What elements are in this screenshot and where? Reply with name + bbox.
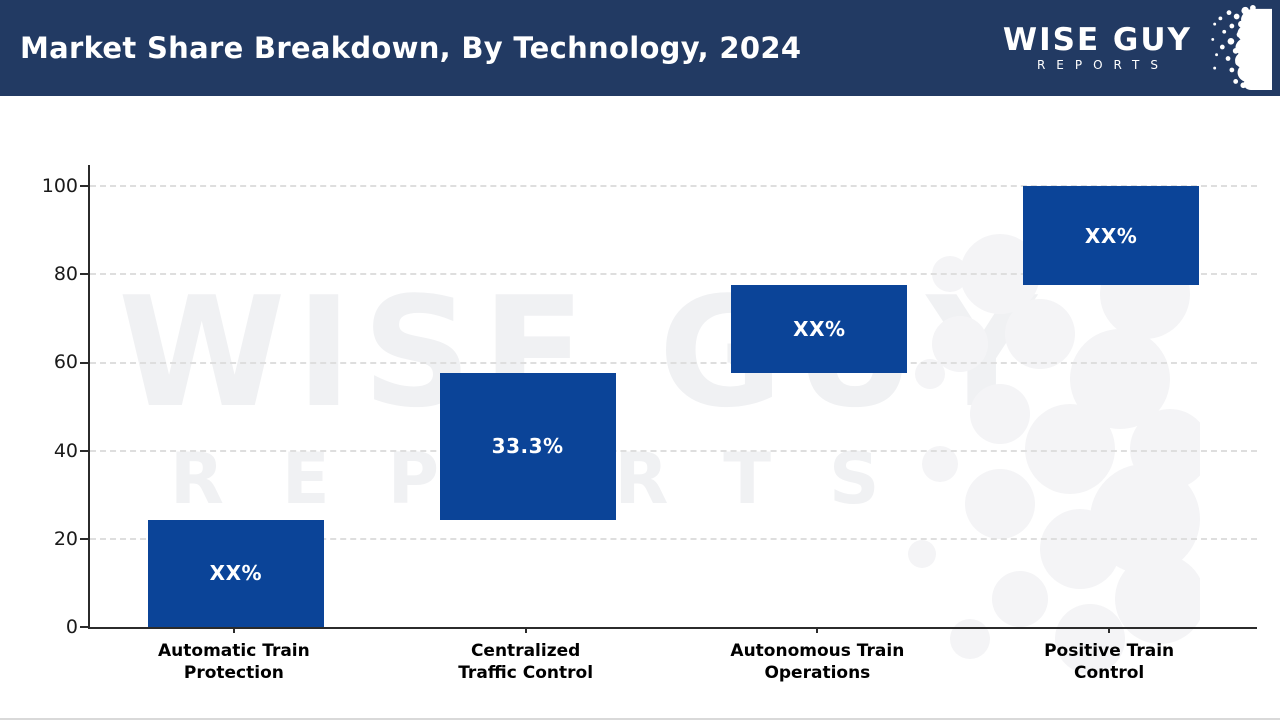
y-tick-mark: [80, 185, 88, 188]
y-tick-mark: [80, 361, 88, 364]
bar: XX%: [1023, 186, 1200, 286]
x-tick-mark: [1108, 627, 1111, 633]
y-tick-label: 20: [53, 527, 78, 550]
x-tick-mark: [816, 627, 819, 633]
bar: 33.3%: [439, 373, 616, 520]
bar: XX%: [147, 519, 324, 627]
page-title: Market Share Breakdown, By Technology, 2…: [20, 31, 802, 65]
y-gridline: [90, 273, 1257, 276]
y-tick-label: 0: [65, 616, 78, 638]
bar: XX%: [731, 285, 908, 374]
bar-value-label: XX%: [209, 561, 263, 586]
chart-region: WISE GUY REPORTS XX%33.3%XX%XX% 02040608…: [0, 96, 1280, 720]
bar-value-label: 33.3%: [491, 434, 564, 459]
y-tick-mark: [80, 537, 88, 540]
logo-wordmark-line1: WISE GUY: [1002, 21, 1192, 58]
y-tick-label: 60: [53, 351, 78, 374]
y-tick-label: 40: [53, 439, 78, 462]
header-bar: Market Share Breakdown, By Technology, 2…: [0, 0, 1280, 96]
y-tick-label: 80: [53, 263, 78, 286]
x-tick-mark: [232, 627, 235, 633]
bottom-border: [0, 718, 1280, 720]
x-category-label: Centralized Traffic Control: [458, 641, 594, 684]
y-gridline: [90, 449, 1257, 452]
logo-wordmark: WISE GUY REPORTS: [1003, 24, 1192, 73]
wiseguy-face-icon: [1211, 5, 1272, 91]
x-category-label: Positive Train Control: [1044, 641, 1175, 684]
bar-value-label: XX%: [1084, 223, 1138, 248]
y-gridline: [90, 537, 1257, 540]
logo-wordmark-line2: REPORTS: [1036, 58, 1169, 73]
y-gridline: [90, 185, 1257, 188]
y-gridline: [90, 361, 1257, 364]
x-category-label: Automatic Train Protection: [158, 641, 310, 684]
bar-value-label: XX%: [793, 317, 846, 342]
x-tick-mark: [524, 627, 527, 633]
y-tick-label: 100: [41, 175, 78, 198]
plot-area: XX% 33.3% XX% XX%: [80, 165, 1257, 629]
y-tick-mark: [80, 626, 88, 628]
wiseguy-logo: WISE GUY REPORTS: [1003, 5, 1272, 91]
y-tick-mark: [80, 449, 88, 452]
x-category-label: Autonomous Train Operations: [730, 641, 905, 684]
y-tick-mark: [80, 273, 88, 276]
